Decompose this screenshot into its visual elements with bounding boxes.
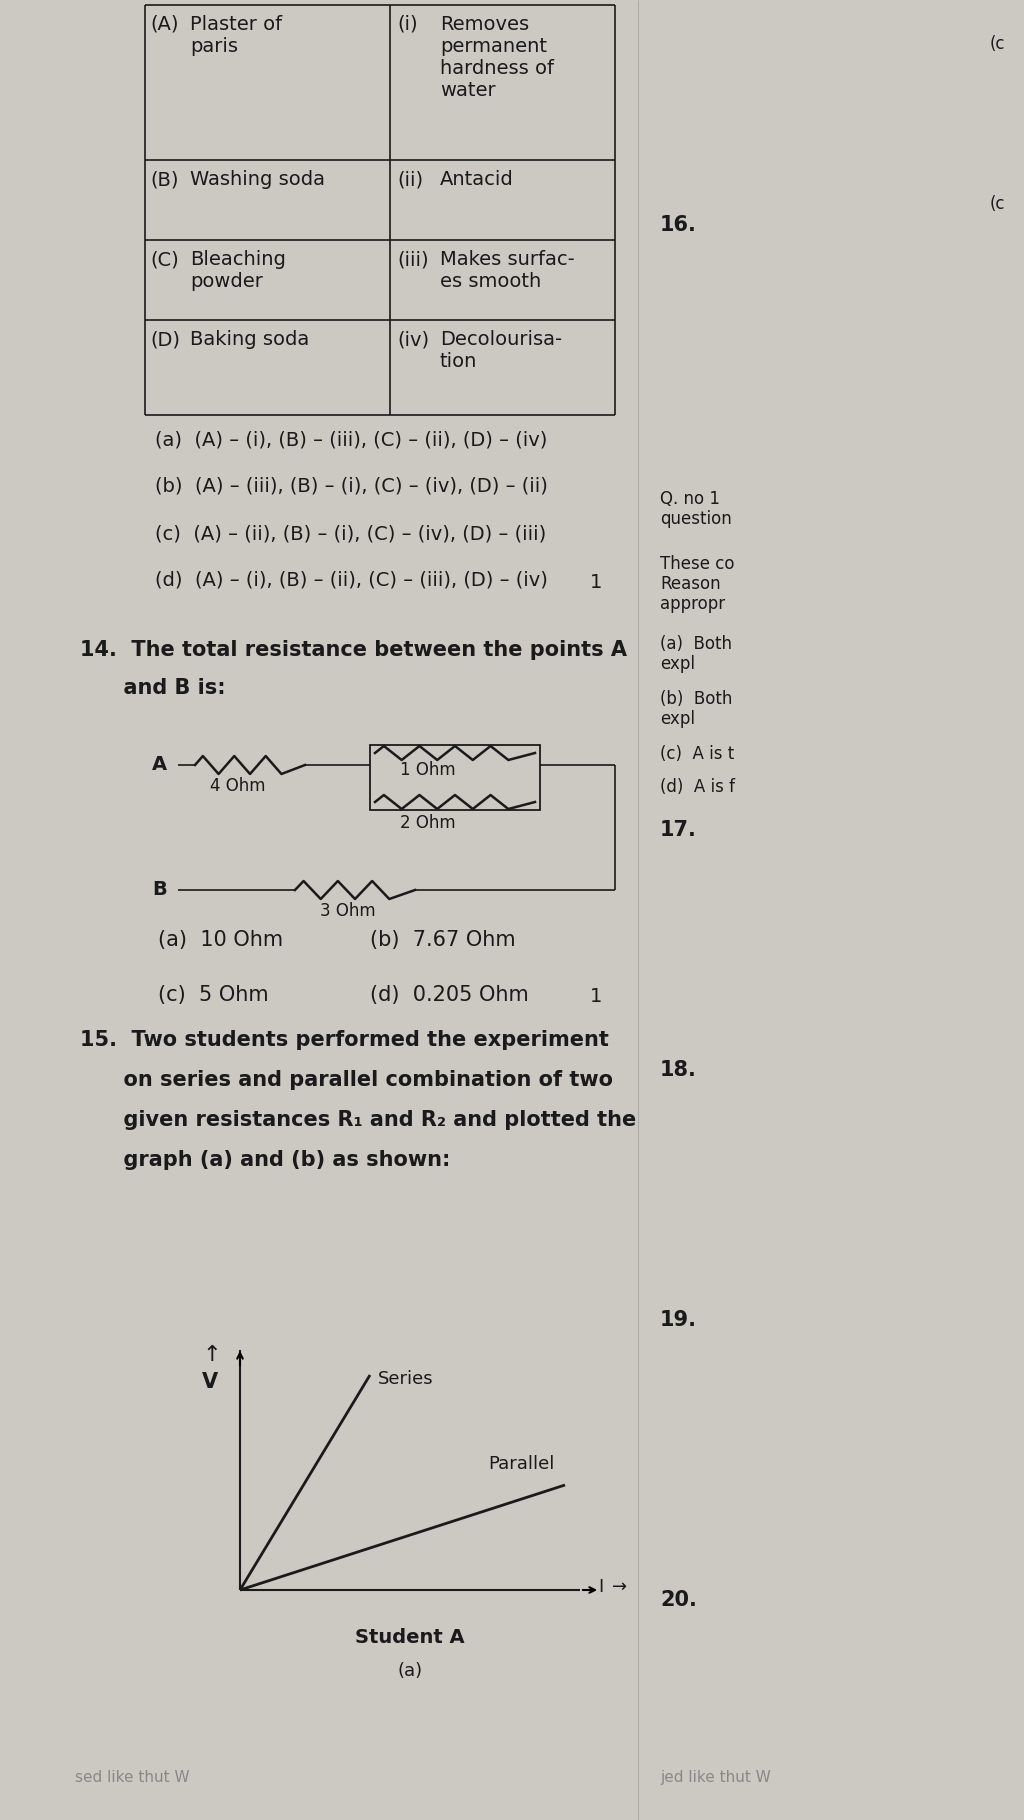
- Text: I: I: [598, 1578, 603, 1596]
- Text: (b)  (A) – (iii), (B) – (i), (C) – (iv), (D) – (ii): (b) (A) – (iii), (B) – (i), (C) – (iv), …: [155, 477, 548, 497]
- Text: V: V: [202, 1372, 218, 1392]
- Text: (d)  A is f: (d) A is f: [660, 777, 735, 795]
- Text: 3 Ohm: 3 Ohm: [319, 903, 376, 919]
- Text: (a)  10 Ohm: (a) 10 Ohm: [158, 930, 283, 950]
- Text: (b)  Both: (b) Both: [660, 690, 732, 708]
- Text: 16.: 16.: [660, 215, 697, 235]
- Text: Decolourisa-
tion: Decolourisa- tion: [440, 329, 562, 371]
- Text: (c: (c: [990, 195, 1006, 213]
- Text: given resistances R₁ and R₂ and plotted the: given resistances R₁ and R₂ and plotted …: [80, 1110, 636, 1130]
- Text: 14.  The total resistance between the points A: 14. The total resistance between the poi…: [80, 641, 627, 661]
- Text: 18.: 18.: [660, 1059, 697, 1079]
- Text: Antacid: Antacid: [440, 169, 514, 189]
- Text: 4 Ohm: 4 Ohm: [210, 777, 265, 795]
- Text: (c)  (A) – (ii), (B) – (i), (C) – (iv), (D) – (iii): (c) (A) – (ii), (B) – (i), (C) – (iv), (…: [155, 524, 546, 542]
- Text: jed like thut W: jed like thut W: [660, 1771, 771, 1785]
- Text: (b)  7.67 Ohm: (b) 7.67 Ohm: [370, 930, 516, 950]
- Text: Washing soda: Washing soda: [190, 169, 325, 189]
- Text: 17.: 17.: [660, 821, 697, 841]
- Text: (ii): (ii): [397, 169, 423, 189]
- Text: Q. no 1: Q. no 1: [660, 490, 720, 508]
- Text: Reason: Reason: [660, 575, 721, 593]
- Text: (c)  5 Ohm: (c) 5 Ohm: [158, 985, 268, 1005]
- Text: Makes surfac-
es smooth: Makes surfac- es smooth: [440, 249, 574, 291]
- Text: (d)  (A) – (i), (B) – (ii), (C) – (iii), (D) – (iv): (d) (A) – (i), (B) – (ii), (C) – (iii), …: [155, 571, 548, 590]
- Text: (c: (c: [990, 35, 1006, 53]
- Text: (iii): (iii): [397, 249, 429, 269]
- Bar: [370, 744, 540, 810]
- Text: B: B: [152, 881, 167, 899]
- Text: 1: 1: [590, 573, 602, 592]
- Text: (a)  Both: (a) Both: [660, 635, 732, 653]
- Text: question: question: [660, 510, 732, 528]
- Text: (iv): (iv): [397, 329, 429, 349]
- Text: (d)  0.205 Ohm: (d) 0.205 Ohm: [370, 985, 528, 1005]
- Text: Removes
permanent
hardness of
water: Removes permanent hardness of water: [440, 15, 554, 100]
- Text: ↑: ↑: [202, 1345, 220, 1365]
- Text: (A): (A): [150, 15, 178, 35]
- Text: Plaster of
paris: Plaster of paris: [190, 15, 283, 56]
- Text: →: →: [612, 1578, 627, 1596]
- Text: (c)  A is t: (c) A is t: [660, 744, 734, 763]
- Text: 1: 1: [590, 986, 602, 1006]
- Text: Student A: Student A: [355, 1629, 465, 1647]
- Text: (a): (a): [397, 1662, 423, 1680]
- Text: 19.: 19.: [660, 1310, 697, 1330]
- Text: (i): (i): [397, 15, 418, 35]
- Text: appropr: appropr: [660, 595, 725, 613]
- Text: graph (a) and (b) as shown:: graph (a) and (b) as shown:: [80, 1150, 451, 1170]
- Text: expl: expl: [660, 710, 695, 728]
- Text: Parallel: Parallel: [488, 1454, 555, 1472]
- Text: Baking soda: Baking soda: [190, 329, 309, 349]
- Text: on series and parallel combination of two: on series and parallel combination of tw…: [80, 1070, 613, 1090]
- Text: 15.  Two students performed the experiment: 15. Two students performed the experimen…: [80, 1030, 609, 1050]
- Text: sed like thut W: sed like thut W: [75, 1771, 189, 1785]
- Text: 20.: 20.: [660, 1591, 697, 1611]
- Text: (D): (D): [150, 329, 180, 349]
- Text: A: A: [152, 755, 167, 774]
- Text: (B): (B): [150, 169, 178, 189]
- Text: Series: Series: [378, 1370, 433, 1389]
- Text: (C): (C): [150, 249, 179, 269]
- Text: These co: These co: [660, 555, 734, 573]
- Text: expl: expl: [660, 655, 695, 673]
- Text: Bleaching
powder: Bleaching powder: [190, 249, 286, 291]
- Text: 1 Ohm: 1 Ohm: [400, 761, 456, 779]
- Text: (a)  (A) – (i), (B) – (iii), (C) – (ii), (D) – (iv): (a) (A) – (i), (B) – (iii), (C) – (ii), …: [155, 430, 548, 450]
- Text: and B is:: and B is:: [80, 679, 225, 699]
- Text: 2 Ohm: 2 Ohm: [400, 814, 456, 832]
